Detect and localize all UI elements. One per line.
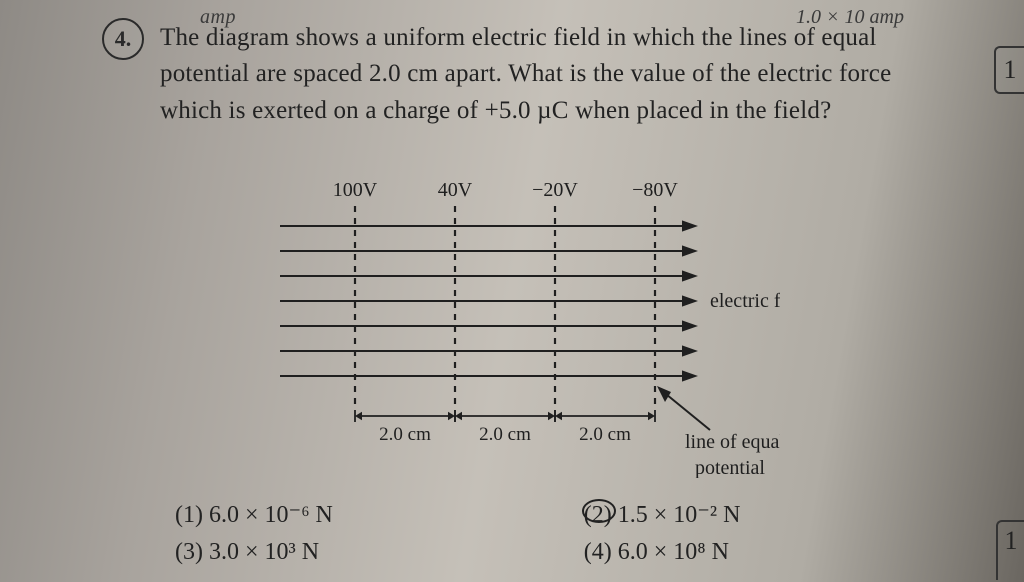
svg-text:potential: potential [695,457,765,478]
question-number-circle: 4. [102,18,144,60]
diagram-svg: 100V 40V −20V −80V electric field 2.0 cm 2.0 c… [260,178,780,478]
svg-text:line of equal: line of equal [685,431,780,453]
answer-choices: (1) 6.0 × 10⁻⁶ N (2) 1.5 × 10⁻² N (3) 3.… [175,500,964,566]
answer-row-1: (1) 6.0 × 10⁻⁶ N (2) 1.5 × 10⁻² N [175,500,964,529]
answer-4: (4) 6.0 × 10⁸ N [554,539,964,566]
svg-text:2.0 cm: 2.0 cm [579,424,631,445]
answer-3: (3) 3.0 × 10³ N [175,539,554,566]
answer-1: (1) 6.0 × 10⁻⁶ N [175,500,554,529]
circled-answer-mark [582,499,616,523]
answer-row-2: (3) 3.0 × 10³ N (4) 6.0 × 10⁸ N [175,539,964,566]
field-diagram: 100V 40V −20V −80V electric field 2.0 cm 2.0 c… [260,178,780,478]
svg-text:2.0 cm: 2.0 cm [379,424,431,445]
margin-digit-top: 1 [1004,55,1017,85]
question-text: The diagram shows a uniform electric fie… [160,20,954,129]
svg-text:40V: 40V [438,179,473,201]
svg-text:−20V: −20V [532,179,578,201]
svg-text:2.0 cm: 2.0 cm [479,424,531,445]
margin-digit-bottom: 1 [1005,526,1018,556]
svg-text:−80V: −80V [632,179,678,201]
margin-box-top: 1 [994,46,1024,94]
question-number: 4. [115,26,132,52]
page-root: amp 1.0 × 10 amp 4. The diagram shows a … [0,0,1024,582]
svg-text:electric field: electric field [710,290,780,312]
margin-box-bottom: 1 [996,520,1024,580]
answer-2-wrap: (2) 1.5 × 10⁻² N [554,500,964,529]
svg-text:100V: 100V [333,179,378,201]
